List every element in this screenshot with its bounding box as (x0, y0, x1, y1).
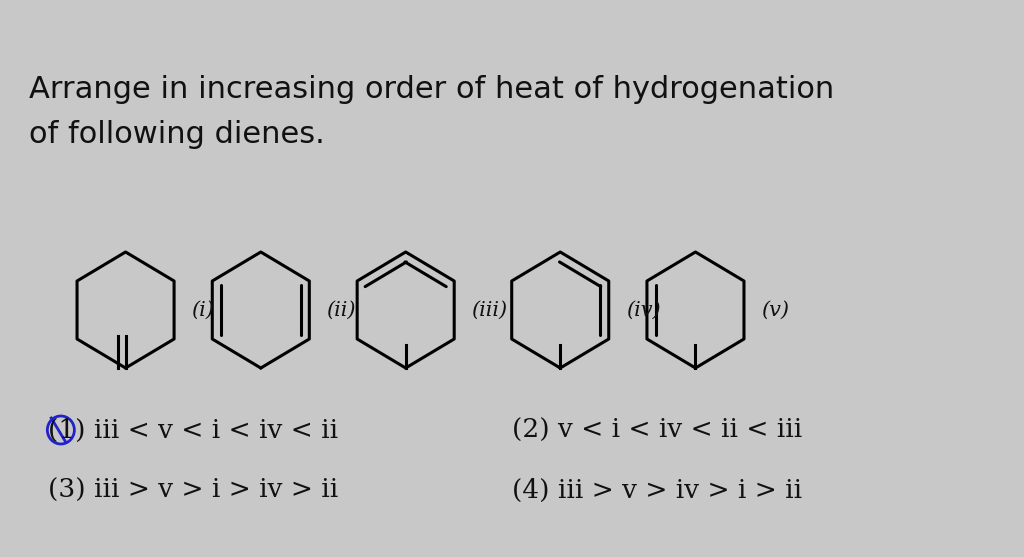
Text: (4) iii > v > iv > i > ii: (4) iii > v > iv > i > ii (512, 477, 802, 502)
Text: of following dienes.: of following dienes. (29, 120, 325, 149)
Text: Arrange in increasing order of heat of hydrogenation: Arrange in increasing order of heat of h… (29, 75, 835, 104)
Text: (iv): (iv) (626, 300, 660, 320)
Text: (iii): (iii) (471, 300, 508, 320)
Text: (i): (i) (191, 300, 214, 320)
Text: (ii): (ii) (327, 300, 356, 320)
Text: (v): (v) (761, 300, 790, 320)
Text: (2) v < i < iv < ii < iii: (2) v < i < iv < ii < iii (512, 418, 802, 442)
Text: (3) iii > v > i > iv > ii: (3) iii > v > i > iv > ii (48, 477, 339, 502)
Text: (1) iii < v < i < iv < ii: (1) iii < v < i < iv < ii (48, 418, 338, 442)
